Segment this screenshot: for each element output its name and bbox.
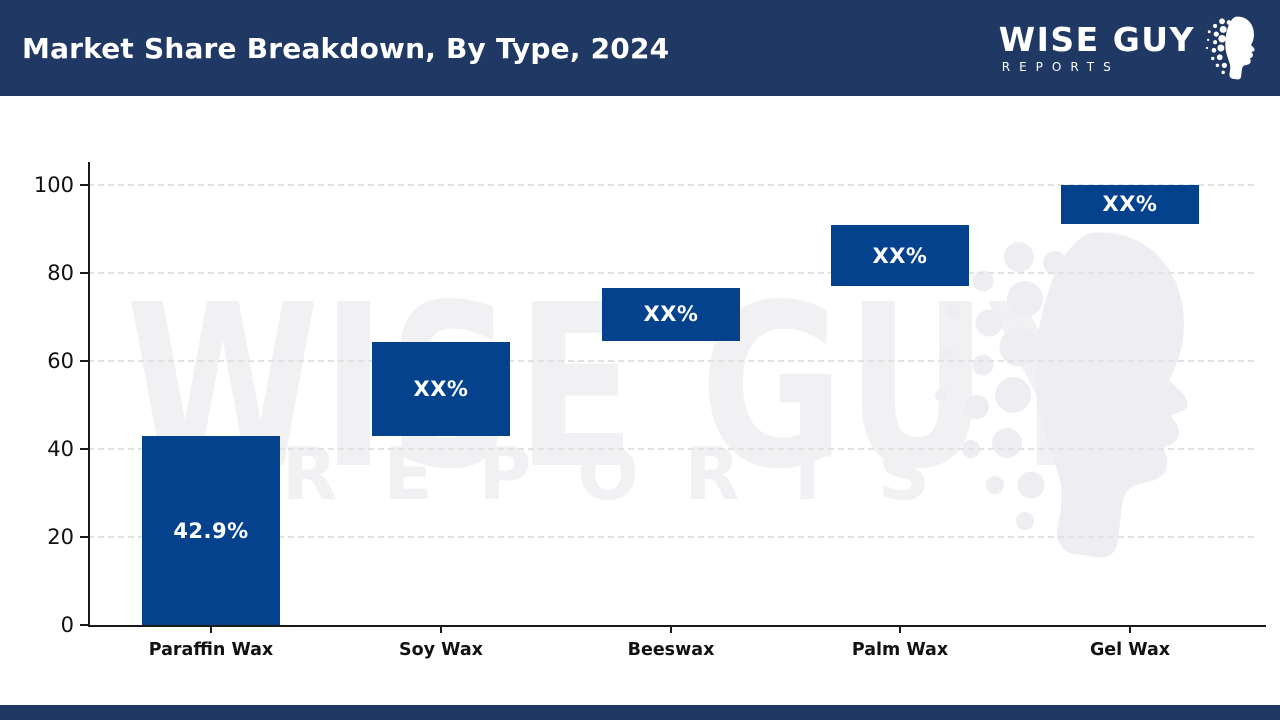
bar-palm-wax: XX% <box>831 225 969 287</box>
bar-value-label: XX% <box>413 376 469 401</box>
logo-wordmark-line2: REPORTS <box>1001 59 1120 74</box>
gridline <box>88 271 1256 274</box>
y-tick-label: 80 <box>47 260 74 285</box>
bar-value-label: XX% <box>872 243 928 268</box>
y-tick-mark <box>80 183 88 186</box>
gridline <box>88 447 1256 450</box>
y-axis-line <box>88 162 90 627</box>
x-axis-line <box>88 625 1266 627</box>
page-title: Market Share Breakdown, By Type, 2024 <box>22 31 670 65</box>
x-axis-label: Palm Wax <box>851 640 949 660</box>
logo-wordmark: WISE GUY REPORTS <box>999 23 1195 74</box>
footer-bar <box>0 705 1280 720</box>
gridline <box>88 535 1256 538</box>
x-tick-mark <box>440 627 442 633</box>
x-tick-mark <box>899 627 901 633</box>
x-axis-label: Beeswax <box>627 640 715 660</box>
bar-gel-wax: XX% <box>1061 184 1199 225</box>
y-tick-label: 40 <box>47 436 74 461</box>
wise-guy-reports-logo: WISE GUY REPORTS <box>999 13 1258 83</box>
x-tick-mark <box>670 627 672 633</box>
y-tick-mark <box>80 447 88 450</box>
x-axis-label: Gel Wax <box>1089 640 1171 660</box>
gridline <box>88 359 1256 362</box>
bar-paraffin-wax: 42.9% <box>142 436 280 625</box>
bar-value-label: XX% <box>1102 192 1158 217</box>
x-axis-label: Soy Wax <box>399 640 483 660</box>
dotted-head-icon <box>1205 16 1255 80</box>
bar-value-label: XX% <box>643 302 699 327</box>
header-bar: Market Share Breakdown, By Type, 2024 WI… <box>0 0 1280 96</box>
x-tick-mark <box>210 627 212 633</box>
y-tick-label: 0 <box>60 613 74 637</box>
x-axis-label: Paraffin Wax <box>148 640 274 660</box>
y-tick-mark <box>80 271 88 274</box>
bar-value-label: 42.9% <box>173 518 249 543</box>
y-tick-mark <box>80 535 88 538</box>
y-tick-label: 60 <box>47 348 74 373</box>
y-tick-label: 20 <box>47 524 74 549</box>
bar-soy-wax: XX% <box>372 341 510 437</box>
y-tick-mark <box>80 624 88 626</box>
y-tick-label: 100 <box>33 172 74 197</box>
x-tick-mark <box>1129 627 1131 633</box>
bar-beeswax: XX% <box>602 287 740 342</box>
y-tick-mark <box>80 359 88 362</box>
logo-wordmark-line1: WISE GUY <box>998 19 1195 59</box>
gridline <box>88 183 1256 186</box>
